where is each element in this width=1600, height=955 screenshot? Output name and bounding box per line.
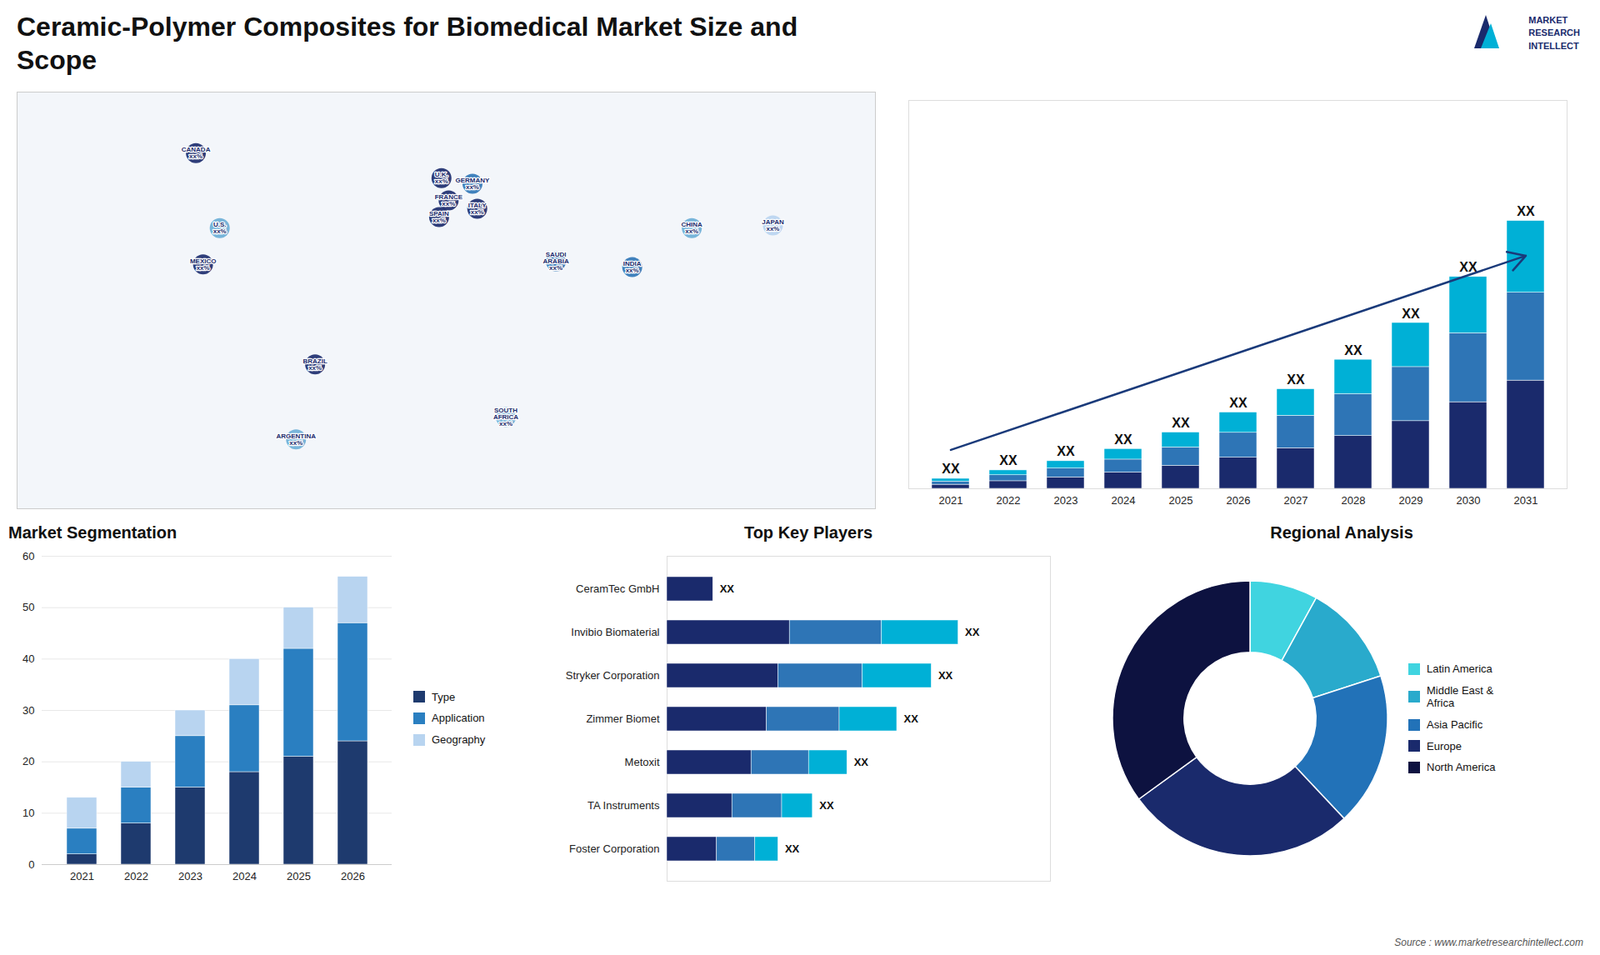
html-text:Type: Type [431, 690, 456, 703]
svg-text:CANADAxx%: CANADAxx% [181, 145, 211, 160]
svg-text:XX: XX [999, 453, 1018, 468]
html-text:Regional Analysis: Regional Analysis [1270, 523, 1414, 542]
svg-text:XX: XX [1286, 372, 1305, 387]
svg-text:FRANCExx%: FRANCExx% [435, 193, 464, 208]
svg-text:XX: XX [965, 625, 980, 639]
svg-text:2021: 2021 [70, 870, 95, 883]
html-text:Source : www.marketresearchint: Source : www.marketresearchintellect.com [1394, 936, 1584, 949]
svg-text:30: 30 [22, 704, 35, 717]
svg-text:JAPANxx%: JAPANxx% [761, 218, 785, 233]
svg-text:CHINAxx%: CHINAxx% [681, 220, 704, 235]
html-text:Top Key Players: Top Key Players [744, 523, 873, 542]
svg-text:SAUDIARABIAxx%: SAUDIARABIAxx% [543, 250, 570, 272]
html-text:Latin America: Latin America [1426, 662, 1493, 676]
svg-text:XX: XX [1229, 395, 1248, 410]
svg-text:ARGENTINAxx%: ARGENTINAxx% [275, 432, 316, 447]
svg-text:2025: 2025 [1169, 494, 1194, 507]
svg-text:2023: 2023 [178, 870, 203, 883]
html-text:Ceramic-Polymer Composites for: Ceramic-Polymer Composites for Biomedica… [16, 11, 798, 75]
svg-text:SOUTHAFRICAxx%: SOUTHAFRICAxx% [493, 406, 519, 428]
svg-text:Zimmer Biomet: Zimmer Biomet [585, 712, 660, 725]
svg-text:2025: 2025 [286, 870, 311, 883]
svg-text:XX: XX [1056, 444, 1075, 459]
html-text:MARKET RESEARCH INTELLECT: MARKET RESEARCH INTELLECT [1528, 14, 1580, 51]
svg-text:Stryker Corporation: Stryker Corporation [565, 669, 660, 682]
svg-text:XX: XX [785, 842, 800, 855]
svg-text:2021: 2021 [939, 494, 964, 507]
svg-text:0: 0 [28, 858, 35, 871]
svg-text:2027: 2027 [1284, 494, 1309, 507]
svg-text:Foster Corporation: Foster Corporation [569, 842, 660, 855]
svg-text:XX: XX [1516, 204, 1535, 219]
svg-text:2029: 2029 [1399, 494, 1424, 507]
html-text:Geography: Geography [431, 733, 486, 746]
svg-text:XX: XX [904, 712, 920, 725]
svg-text:2031: 2031 [1514, 494, 1539, 507]
svg-text:20: 20 [22, 755, 35, 768]
svg-text:GERMANYxx%: GERMANYxx% [455, 176, 491, 191]
html-text:Europe: Europe [1426, 739, 1462, 753]
svg-text:2030: 2030 [1456, 494, 1481, 507]
svg-text:BRAZILxx%: BRAZILxx% [302, 357, 327, 372]
svg-text:XX: XX [938, 669, 954, 682]
svg-text:XX: XX [1344, 343, 1363, 358]
svg-text:U.S.xx%: U.S.xx% [213, 220, 227, 235]
svg-text:XX: XX [720, 582, 735, 595]
svg-text:CeramTec GmbH: CeramTec GmbH [575, 582, 660, 595]
svg-text:2028: 2028 [1341, 494, 1366, 507]
html-text:Asia Pacific: Asia Pacific [1426, 718, 1483, 731]
svg-text:U.K.xx%: U.K.xx% [435, 170, 449, 185]
svg-text:SPAINxx%: SPAINxx% [429, 210, 450, 225]
svg-text:XX: XX [941, 461, 960, 476]
svg-text:TA Instruments: TA Instruments [587, 799, 660, 812]
svg-text:XX: XX [819, 799, 835, 812]
html-text:Middle East & Africa: Middle East & Africa [1426, 684, 1494, 710]
html-text:Application: Application [431, 711, 485, 725]
svg-text:2026: 2026 [340, 870, 365, 883]
svg-text:Metoxit: Metoxit [625, 755, 660, 769]
svg-text:40: 40 [22, 652, 35, 665]
svg-text:Invibio Biomaterial: Invibio Biomaterial [570, 625, 660, 639]
html-text:North America: North America [1426, 761, 1496, 774]
svg-text:ITALYxx%: ITALYxx% [468, 201, 487, 216]
svg-text:XX: XX [1114, 432, 1133, 447]
svg-text:10: 10 [22, 806, 35, 820]
svg-text:XX: XX [1171, 415, 1190, 430]
svg-text:XX: XX [1459, 260, 1478, 275]
svg-text:XX: XX [854, 755, 870, 769]
svg-text:MEXICOxx%: MEXICOxx% [190, 257, 217, 272]
svg-text:INDIAxx%: INDIAxx% [623, 260, 642, 275]
svg-text:2026: 2026 [1226, 494, 1251, 507]
svg-text:2024: 2024 [232, 870, 257, 883]
svg-text:2023: 2023 [1054, 494, 1079, 507]
svg-text:2022: 2022 [996, 494, 1021, 507]
svg-text:50: 50 [22, 600, 35, 614]
svg-text:60: 60 [22, 550, 35, 563]
svg-text:XX: XX [1401, 306, 1420, 321]
svg-text:2022: 2022 [124, 870, 149, 883]
svg-text:2024: 2024 [1111, 494, 1136, 507]
html-text:Market Segmentation: Market Segmentation [8, 523, 177, 542]
